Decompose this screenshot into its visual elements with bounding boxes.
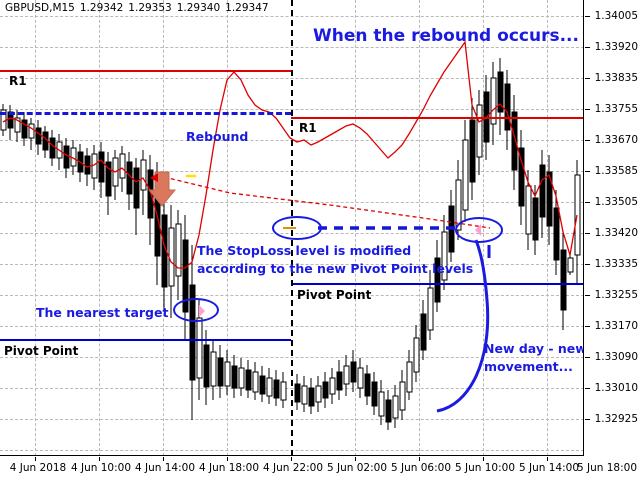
- pivot-label-left: Pivot Point: [4, 344, 79, 358]
- nearest-target-annotation: The nearest target: [36, 305, 169, 320]
- time-tick-label: 5 Jun 18:00: [576, 462, 638, 474]
- price-tick-label: 1.33920: [594, 41, 638, 53]
- gridline-v: [99, 0, 100, 455]
- stoploss-annotation-line2: according to the new Pivot Point levels: [197, 261, 474, 276]
- r1-label-right: R1: [299, 121, 317, 135]
- r1-label-left: R1: [9, 74, 27, 88]
- new-stoploss-ellipse: [455, 217, 503, 243]
- symbol-label: GBPUSD,M15: [5, 2, 75, 14]
- quote-close: 1.29347: [225, 2, 269, 14]
- price-series: [0, 40, 581, 430]
- price-tick-label: 1.33335: [594, 258, 638, 270]
- trendline-dashed: [163, 176, 491, 229]
- price-tick-label: 1.33505: [594, 196, 638, 208]
- time-tick-label: 4 Jun 2018: [9, 462, 67, 474]
- pivot-line-day2: [291, 283, 583, 285]
- headline-annotation: When the rebound occurs...: [313, 26, 579, 46]
- rebound-annotation: Rebound: [186, 129, 249, 144]
- price-tick-label: 1.33755: [594, 103, 638, 115]
- price-tick-label: 1.34005: [594, 10, 638, 22]
- time-tick-label: 5 Jun 14:00: [518, 462, 580, 474]
- time-tick-label: 5 Jun 10:00: [454, 462, 516, 474]
- pivot-line-day1: [0, 339, 291, 341]
- time-axis[interactable]: 4 Jun 2018 4 Jun 10:00 4 Jun 14:00 4 Jun…: [0, 457, 640, 480]
- entry-arrow-icon: [150, 173, 158, 182]
- stoploss-annotation-line1: The StopLoss level is modified: [197, 243, 412, 258]
- gridline-v: [227, 0, 228, 455]
- time-tick-label: 5 Jun 02:00: [326, 462, 388, 474]
- quote-low: 1.29340: [176, 2, 221, 14]
- price-tick-label: 1.33420: [594, 227, 638, 239]
- time-tick-label: 4 Jun 18:00: [198, 462, 260, 474]
- time-tick-label: 4 Jun 10:00: [70, 462, 132, 474]
- gridline-v: [35, 0, 36, 455]
- time-tick-label: 4 Jun 22:00: [262, 462, 324, 474]
- time-tick-label: 4 Jun 14:00: [134, 462, 196, 474]
- symbol-quote-header: GBPUSD,M15 1.29342 1.29353 1.29340 1.29347: [5, 2, 274, 14]
- resistance-line-r1-day2: [291, 117, 583, 119]
- price-tick-label: 1.33170: [594, 320, 638, 332]
- gridline-v: [547, 0, 548, 455]
- moving-average-line: [2, 40, 578, 269]
- newday-pointer-curve: [436, 239, 490, 413]
- nearest-target-ellipse: [173, 298, 219, 322]
- stoploss-line-day1: [0, 112, 291, 115]
- price-tick-label: 1.33585: [594, 165, 638, 177]
- price-tick-label: 1.33835: [594, 72, 638, 84]
- pivot-label-right: Pivot Point: [297, 288, 372, 302]
- time-tick-label: 5 Jun 06:00: [390, 462, 452, 474]
- resistance-line-r1-day1: [0, 70, 291, 72]
- price-axis[interactable]: 1.34005 1.33920 1.33835 1.33755 1.33670 …: [585, 0, 640, 456]
- price-tick-label: 1.33255: [594, 289, 638, 301]
- old-stoploss-ellipse: [272, 216, 322, 240]
- price-tick-label: 1.32925: [594, 413, 638, 425]
- chart-plot-area[interactable]: R1 Pivot Point R1 Pivot Point: [0, 0, 584, 456]
- quote-open: 1.29342: [79, 2, 124, 14]
- price-tick-label: 1.33670: [594, 134, 638, 146]
- price-tick-label: 1.33010: [594, 382, 638, 394]
- price-tick-label: 1.33090: [594, 351, 638, 363]
- quote-high: 1.29353: [128, 2, 172, 14]
- newday-annotation-line2: movement...: [484, 359, 573, 374]
- newday-annotation-line1: New day - new: [484, 341, 584, 356]
